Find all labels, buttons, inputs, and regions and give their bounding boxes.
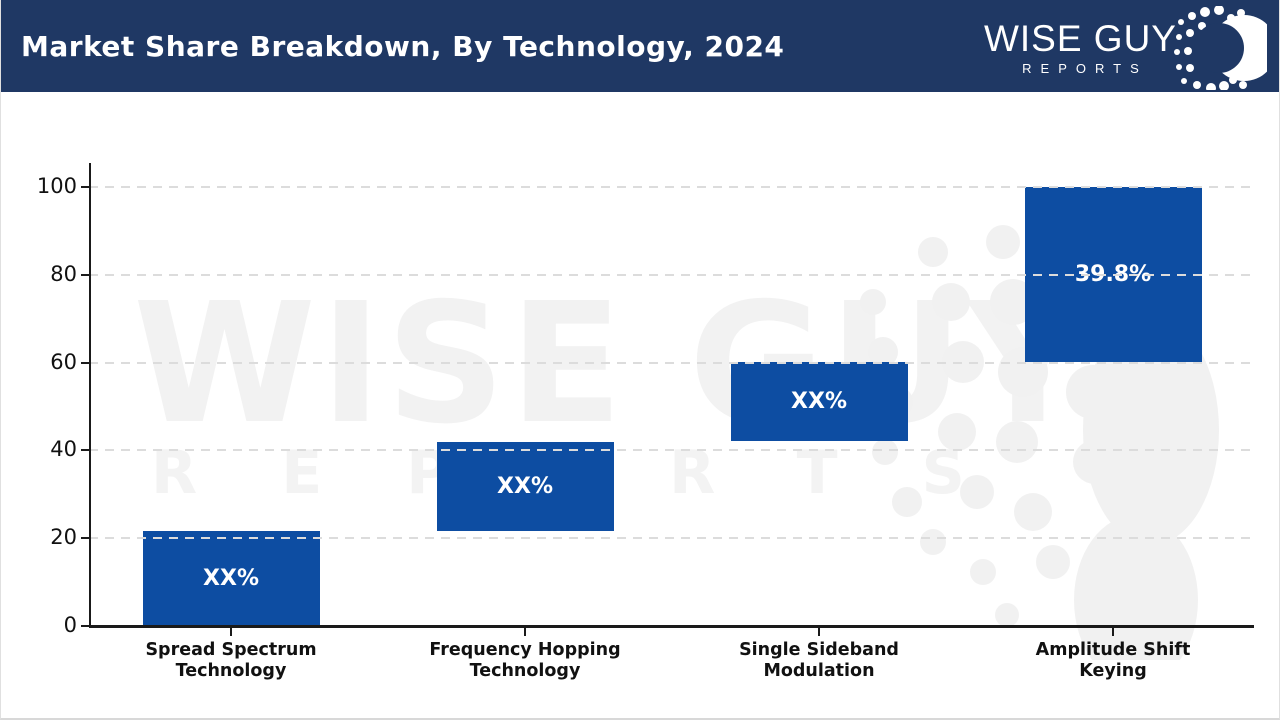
y-tick-label-80: 80	[50, 261, 77, 286]
gridline-80	[89, 273, 1254, 276]
gridline-100	[89, 186, 1254, 188]
category-label-line: Spread Spectrum	[145, 640, 317, 660]
category-label-4: Amplitude Shift Keying	[963, 640, 1263, 683]
header: Market Share Breakdown, By Technology, 2…	[1, 0, 1279, 92]
category-label-line: Amplitude Shift	[1035, 640, 1191, 660]
gridline-60	[89, 361, 1254, 364]
y-tick-20	[81, 537, 89, 540]
watermark-text: WISE GUY	[133, 268, 1092, 461]
logo-brand-subname: REPORTS	[1022, 61, 1148, 76]
bar-1: XX%	[142, 531, 320, 626]
category-label-line: Technology	[175, 661, 287, 682]
x-axis	[89, 625, 1254, 628]
gridline-20	[89, 537, 1254, 540]
y-tick-label-40: 40	[50, 437, 77, 462]
x-tick-4	[1112, 628, 1114, 636]
y-tick-80	[81, 273, 89, 276]
category-label-1: Spread Spectrum Technology	[81, 640, 381, 683]
bar-value-label-3: XX%	[791, 388, 847, 414]
category-label-line: Frequency Hopping	[429, 640, 621, 660]
x-tick-1	[230, 628, 232, 636]
x-tick-3	[818, 628, 820, 636]
category-label-line: Technology	[469, 661, 581, 682]
y-tick-label-0: 0	[63, 613, 77, 637]
gridline-40	[89, 449, 1254, 452]
y-tick-100	[81, 186, 89, 188]
logo-face-icon	[1174, 6, 1267, 90]
y-tick-label-20: 20	[50, 525, 77, 550]
category-label-line: Modulation	[763, 661, 875, 682]
category-label-line: Single Sideband	[739, 640, 899, 660]
bar-3: XX%	[730, 362, 908, 441]
y-tick-40	[81, 449, 89, 452]
y-axis	[89, 163, 91, 626]
y-tick-60	[81, 361, 89, 364]
y-tick-0	[81, 625, 89, 627]
x-tick-2	[524, 628, 526, 636]
category-label-line: Keying	[1079, 661, 1147, 682]
category-label-2: Frequency Hopping Technology	[375, 640, 675, 683]
logo-brand-name: WISE GUY	[983, 18, 1177, 59]
logo: WISE GUY REPORTS	[984, 6, 1267, 90]
category-label-3: Single Sideband Modulation	[669, 640, 969, 683]
y-tick-label-60: 60	[50, 349, 77, 374]
bar-2: XX%	[436, 442, 614, 532]
bar-value-label-2: XX%	[497, 474, 553, 500]
bar-value-label-1: XX%	[203, 566, 259, 592]
y-tick-label-100: 100	[36, 174, 77, 198]
page-title: Market Share Breakdown, By Technology, 2…	[21, 29, 785, 63]
logo-text: WISE GUY REPORTS	[984, 20, 1177, 76]
